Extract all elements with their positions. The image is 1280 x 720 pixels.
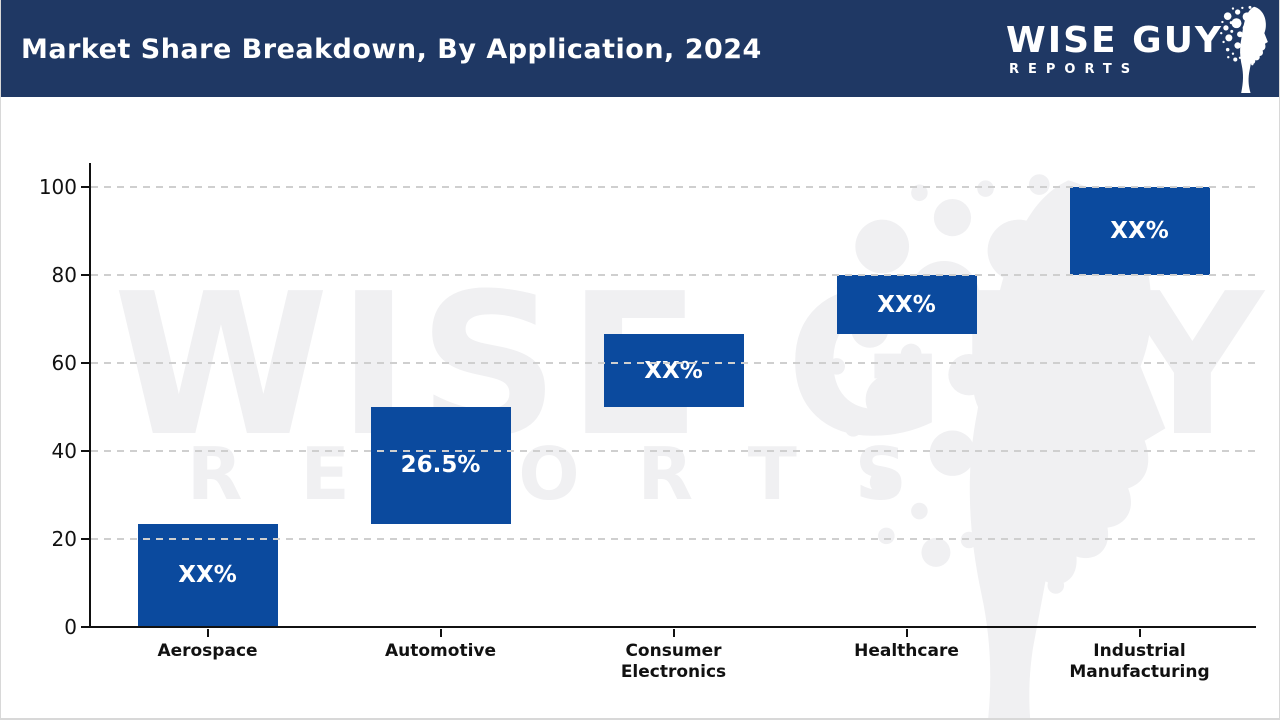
- y-axis-tick-20: [81, 538, 89, 540]
- y-axis-tick-label: 40: [51, 439, 77, 463]
- header-bar: Market Share Breakdown, By Application, …: [1, 0, 1279, 97]
- x-axis-tick: [905, 629, 908, 637]
- bar-industrial-manufacturing: XX%: [1069, 187, 1210, 275]
- brand-logo: WISE GUY REPORTS: [1006, 4, 1271, 94]
- bar-value-label: 26.5%: [400, 452, 481, 479]
- y-axis-tick-label: 100: [38, 175, 77, 199]
- x-axis-tick: [1138, 629, 1141, 637]
- brand-wordmark-block: WISE GUY REPORTS: [1005, 19, 1223, 77]
- bar-value-label: XX%: [877, 291, 936, 318]
- y-axis-tick-60: [81, 362, 89, 364]
- y-axis-tick-100: [81, 186, 89, 188]
- x-axis-category-label: Aerospace: [157, 641, 258, 661]
- bar-healthcare: XX%: [836, 275, 977, 335]
- x-axis-tick: [206, 629, 209, 637]
- bar-consumer-electronics: XX%: [603, 334, 744, 407]
- gridline-y20: [91, 538, 1256, 540]
- x-axis-category-label: Healthcare: [854, 641, 959, 661]
- y-axis-line: [89, 163, 91, 628]
- gridline-y80: [91, 274, 1256, 276]
- y-axis-tick-0: [81, 626, 89, 628]
- brand-subtext: REPORTS: [1008, 61, 1140, 77]
- x-axis-category-label: Automotive: [384, 641, 497, 661]
- y-axis-tick-80: [81, 274, 89, 276]
- y-axis-tick-label: 60: [51, 351, 77, 375]
- bar-value-label: XX%: [1110, 218, 1169, 244]
- y-axis-tick-label: 20: [51, 527, 77, 551]
- x-axis-category-label: Consumer Electronics: [620, 641, 727, 682]
- page-title: Market Share Breakdown, By Application, …: [21, 34, 762, 65]
- brand-wordmark: WISE GUY: [1005, 19, 1223, 61]
- bar-value-label: XX%: [178, 562, 237, 589]
- bar-automotive: 26.5%: [370, 407, 511, 524]
- bar-aerospace: XX%: [137, 523, 278, 627]
- x-axis-tick: [439, 629, 442, 637]
- y-axis-tick-40: [81, 450, 89, 452]
- gridline-y60: [91, 362, 1256, 364]
- x-axis-tick: [672, 629, 675, 637]
- x-axis-category-label: Industrial Manufacturing: [1069, 641, 1210, 682]
- x-axis-line: [89, 626, 1256, 628]
- y-axis-tick-label: 0: [64, 615, 77, 639]
- gridline-y40: [91, 450, 1256, 452]
- gridline-y100: [91, 186, 1256, 188]
- y-axis-tick-label: 80: [51, 263, 77, 287]
